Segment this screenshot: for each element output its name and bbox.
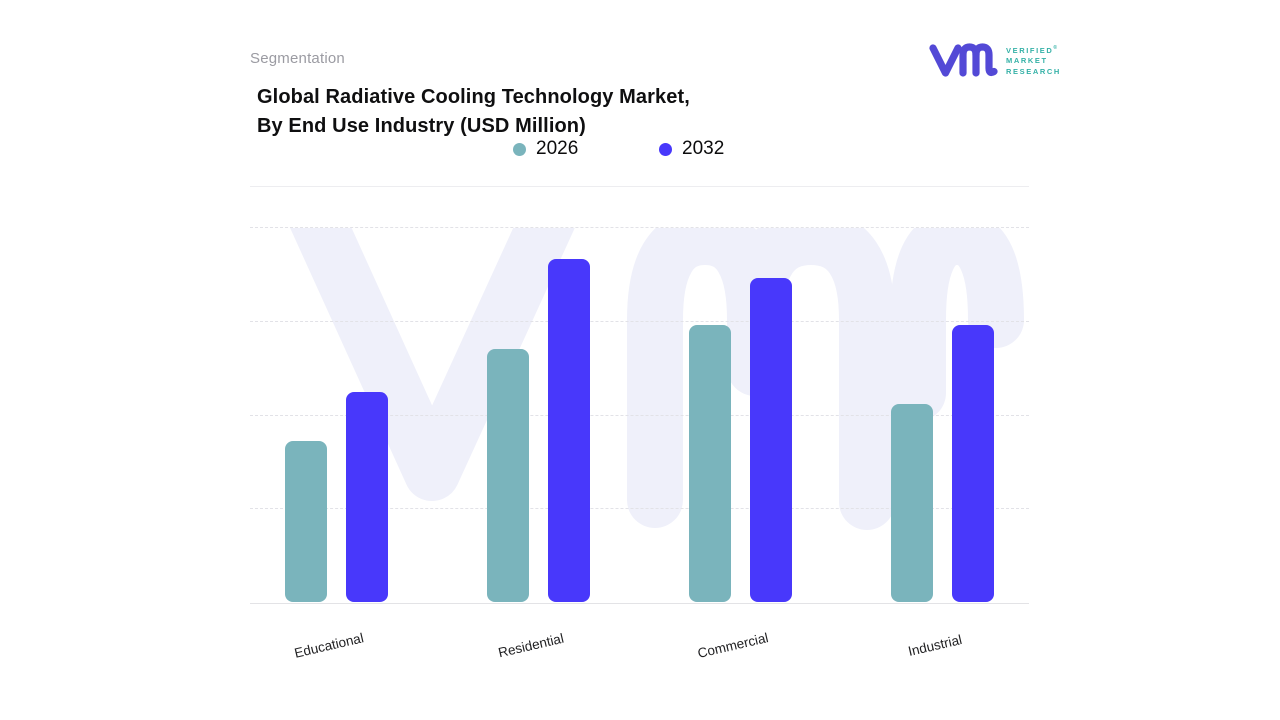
vmr-logo-text: VERIFIED® MARKET RESEARCH bbox=[1006, 43, 1061, 78]
legend-dot-2026 bbox=[513, 142, 526, 156]
chart-title: Global Radiative Cooling Technology Mark… bbox=[257, 83, 690, 140]
gridline bbox=[250, 508, 1029, 509]
x-axis-label-commercial: Commercial bbox=[696, 630, 770, 661]
x-axis-label-educational: Educational bbox=[292, 630, 366, 661]
bar-2026-commercial bbox=[689, 325, 731, 602]
legend-label-2032: 2032 bbox=[682, 138, 725, 159]
legend-item-2032: 2032 bbox=[659, 138, 724, 160]
vmr-logo: VERIFIED® MARKET RESEARCH bbox=[928, 40, 1061, 80]
bar-2026-educational bbox=[285, 441, 327, 602]
bar-2026-industrial bbox=[891, 404, 933, 602]
logo-word-market: MARKET bbox=[1006, 56, 1048, 66]
logo-word-research: RESEARCH bbox=[1006, 66, 1061, 76]
x-axis-label-industrial: Industrial bbox=[906, 632, 964, 659]
chart-title-line1: Global Radiative Cooling Technology Mark… bbox=[257, 86, 690, 108]
legend-label-2026: 2026 bbox=[536, 138, 579, 159]
logo-word-verified: VERIFIED bbox=[1006, 45, 1054, 55]
x-axis-label-residential: Residential bbox=[496, 630, 566, 661]
header-divider bbox=[250, 186, 1029, 187]
bar-2032-industrial bbox=[952, 325, 994, 602]
x-axis-line bbox=[250, 603, 1029, 604]
chart-title-line2: By End Use Industry (USD Million) bbox=[257, 114, 586, 137]
gridline bbox=[250, 227, 1029, 228]
legend-dot-2032 bbox=[659, 142, 672, 156]
legend-item-2026: 2026 bbox=[513, 138, 578, 160]
gridline bbox=[250, 321, 1029, 322]
bar-2032-educational bbox=[346, 392, 388, 602]
bar-2032-commercial bbox=[750, 278, 792, 602]
section-eyebrow: Segmentation bbox=[250, 50, 345, 67]
registered-mark: ® bbox=[1053, 44, 1058, 51]
gridline bbox=[250, 415, 1029, 416]
bar-2026-residential bbox=[487, 349, 529, 602]
bar-2032-residential bbox=[548, 259, 590, 602]
vmr-monogram-icon bbox=[929, 43, 998, 77]
